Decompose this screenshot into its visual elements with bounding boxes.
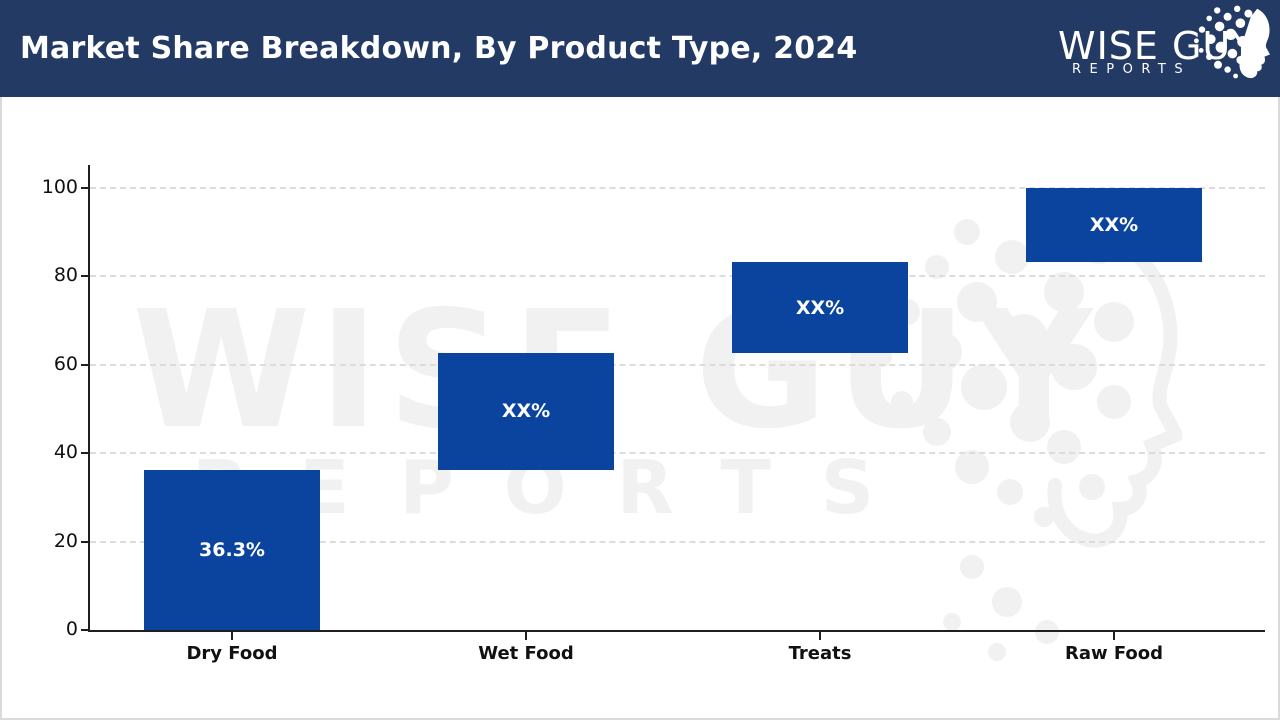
bar-value-label: XX% [1089, 214, 1139, 237]
bar-raw-food: XX% [1026, 188, 1202, 263]
gridline [90, 363, 1265, 366]
gridline [90, 275, 1265, 278]
y-tickmark [81, 452, 90, 455]
logo-head-dots-icon [1194, 5, 1270, 79]
gridline [90, 452, 1265, 455]
x-tickmark [819, 631, 821, 640]
x-tickmark [525, 631, 527, 640]
x-tick-label: Raw Food [1064, 643, 1164, 664]
x-tick-label: Wet Food [478, 643, 574, 664]
y-tickmark [81, 363, 90, 366]
wise-guy-logo: WISE GUY REPORTS [1020, 0, 1270, 97]
bar-wet-food: XX% [438, 353, 614, 470]
bar-treats: XX% [732, 262, 908, 354]
y-tick-label: 60 [53, 352, 78, 375]
bar-value-label: XX% [501, 400, 551, 423]
y-tick-label: 20 [53, 529, 78, 552]
page-title: Market Share Breakdown, By Product Type,… [20, 31, 858, 66]
y-tickmark [81, 629, 90, 631]
watermark-brand-text: WISE GUY [132, 277, 1101, 465]
gridline [90, 540, 1265, 543]
y-tick-label: 0 [65, 618, 78, 640]
logo-sub-text: REPORTS [1072, 62, 1192, 77]
chart-area: WISE GUY REPORTS 0 20 40 60 80 100 36.3% [0, 97, 1280, 720]
bar-value-label: XX% [795, 296, 845, 319]
gridline [90, 187, 1265, 189]
y-tickmark [81, 275, 90, 278]
bar-value-label: 36.3% [199, 538, 265, 561]
header-band: Market Share Breakdown, By Product Type,… [0, 0, 1280, 97]
y-tick-label: 40 [53, 441, 78, 464]
y-tick-label: 80 [53, 264, 78, 287]
x-tickmark [1113, 631, 1115, 640]
x-tickmark [231, 631, 233, 640]
y-tickmark [81, 187, 90, 189]
bar-dry-food: 36.3% [144, 469, 320, 630]
y-axis [88, 165, 90, 632]
x-axis [88, 630, 1265, 632]
y-tickmark [81, 540, 90, 543]
y-tick-label: 100 [41, 176, 78, 198]
x-tick-label: Dry Food [186, 643, 278, 664]
x-tick-label: Treats [788, 643, 852, 664]
